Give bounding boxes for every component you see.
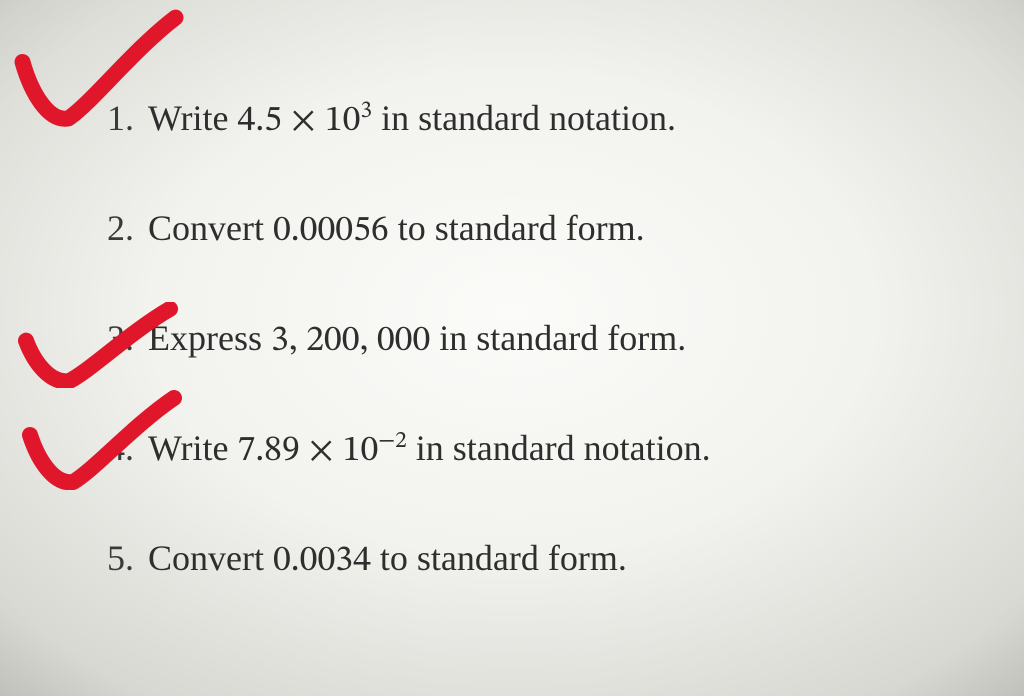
question-number: 4. — [80, 426, 134, 471]
question-suffix: in standard notation. — [372, 98, 676, 138]
question-prefix: Write — [148, 428, 238, 468]
question-text: Write 7.89 × 10−2 in standard notation. — [148, 426, 711, 474]
question-prefix: Convert — [148, 538, 273, 578]
question-item: 1. Write 4.5 × 103 in standard notation. — [80, 96, 960, 144]
question-suffix: in standard notation. — [407, 428, 711, 468]
question-number: 1. — [80, 96, 134, 141]
question-prefix: Express — [148, 318, 271, 358]
question-suffix: to standard form. — [389, 208, 645, 248]
question-math: 3, 200, 000 — [271, 323, 430, 359]
question-math: 0.0034 — [273, 543, 371, 579]
question-text: Convert 0.00056 to standard form. — [148, 206, 645, 254]
question-prefix: Write — [148, 98, 238, 138]
question-suffix: to standard form. — [371, 538, 627, 578]
question-number: 3. — [80, 316, 134, 361]
question-item: 4. Write 7.89 × 10−2 in standard notation… — [80, 426, 960, 474]
question-text: Convert 0.0034 to standard form. — [148, 536, 627, 584]
question-item: 2. Convert 0.00056 to standard form. — [80, 206, 960, 254]
question-text: Express 3, 200, 000 in standard form. — [148, 316, 686, 364]
question-text: Write 4.5 × 103 in standard notation. — [148, 96, 676, 144]
question-prefix: Convert — [148, 208, 273, 248]
worksheet-page: 1. Write 4.5 × 103 in standard notation. 2… — [0, 0, 1024, 696]
question-number: 5. — [80, 536, 134, 581]
question-list: 1. Write 4.5 × 103 in standard notation. 2… — [80, 96, 960, 646]
question-math: 4.5 × 103 — [238, 103, 373, 139]
question-math: 0.00056 — [273, 213, 389, 249]
question-math: 7.89 × 10−2 — [238, 433, 407, 469]
question-item: 3. Express 3, 200, 000 in standard form. — [80, 316, 960, 364]
question-suffix: in standard form. — [430, 318, 686, 358]
question-number: 2. — [80, 206, 134, 251]
question-item: 5. Convert 0.0034 to standard form. — [80, 536, 960, 584]
